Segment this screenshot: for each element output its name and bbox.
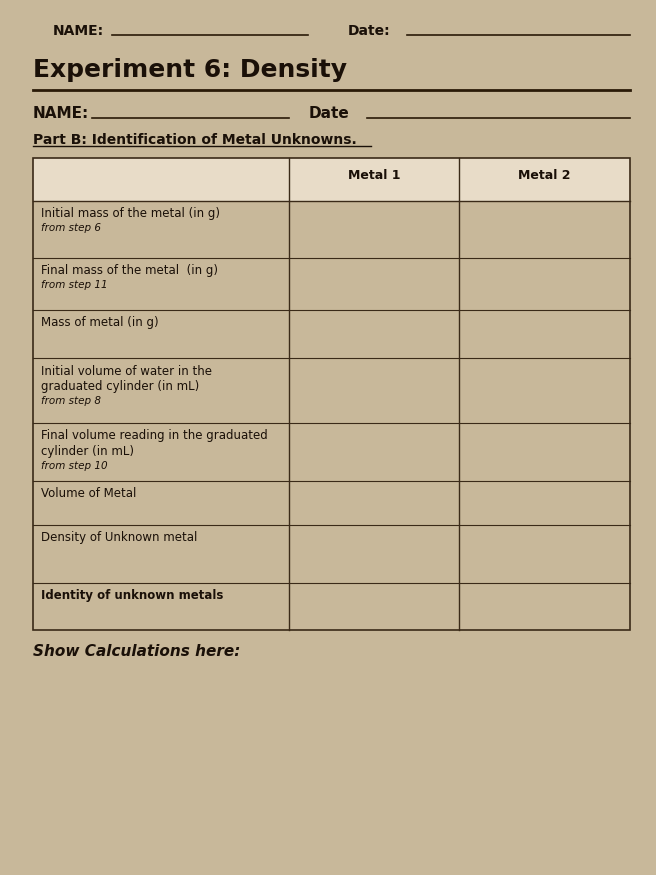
Text: Final mass of the metal  (in g): Final mass of the metal (in g) bbox=[41, 263, 218, 276]
Text: NAME:: NAME: bbox=[33, 106, 89, 122]
Text: NAME:: NAME: bbox=[52, 24, 104, 38]
Text: Initial volume of water in the: Initial volume of water in the bbox=[41, 365, 212, 377]
Text: from step 8: from step 8 bbox=[41, 396, 100, 406]
Text: Date:: Date: bbox=[348, 24, 390, 38]
Text: Identity of unknown metals: Identity of unknown metals bbox=[41, 590, 223, 602]
Text: from step 6: from step 6 bbox=[41, 223, 100, 233]
Text: Initial mass of the metal (in g): Initial mass of the metal (in g) bbox=[41, 207, 220, 220]
Text: Final volume reading in the graduated: Final volume reading in the graduated bbox=[41, 429, 268, 442]
Text: Mass of metal (in g): Mass of metal (in g) bbox=[41, 316, 158, 329]
Text: Volume of Metal: Volume of Metal bbox=[41, 487, 136, 500]
Text: Part B: Identification of Metal Unknowns.: Part B: Identification of Metal Unknowns… bbox=[33, 133, 357, 147]
Bar bbox=[33, 158, 630, 201]
Bar bbox=[33, 158, 630, 630]
Text: Metal 1: Metal 1 bbox=[348, 169, 400, 181]
Text: Metal 2: Metal 2 bbox=[518, 169, 571, 181]
Text: Date: Date bbox=[308, 106, 349, 122]
Text: from step 10: from step 10 bbox=[41, 460, 108, 471]
Text: Experiment 6: Density: Experiment 6: Density bbox=[33, 58, 347, 82]
Text: Show Calculations here:: Show Calculations here: bbox=[33, 644, 240, 660]
Text: from step 11: from step 11 bbox=[41, 279, 108, 290]
Text: Density of Unknown metal: Density of Unknown metal bbox=[41, 531, 197, 544]
Text: cylinder (in mL): cylinder (in mL) bbox=[41, 444, 134, 458]
Text: graduated cylinder (in mL): graduated cylinder (in mL) bbox=[41, 381, 199, 393]
